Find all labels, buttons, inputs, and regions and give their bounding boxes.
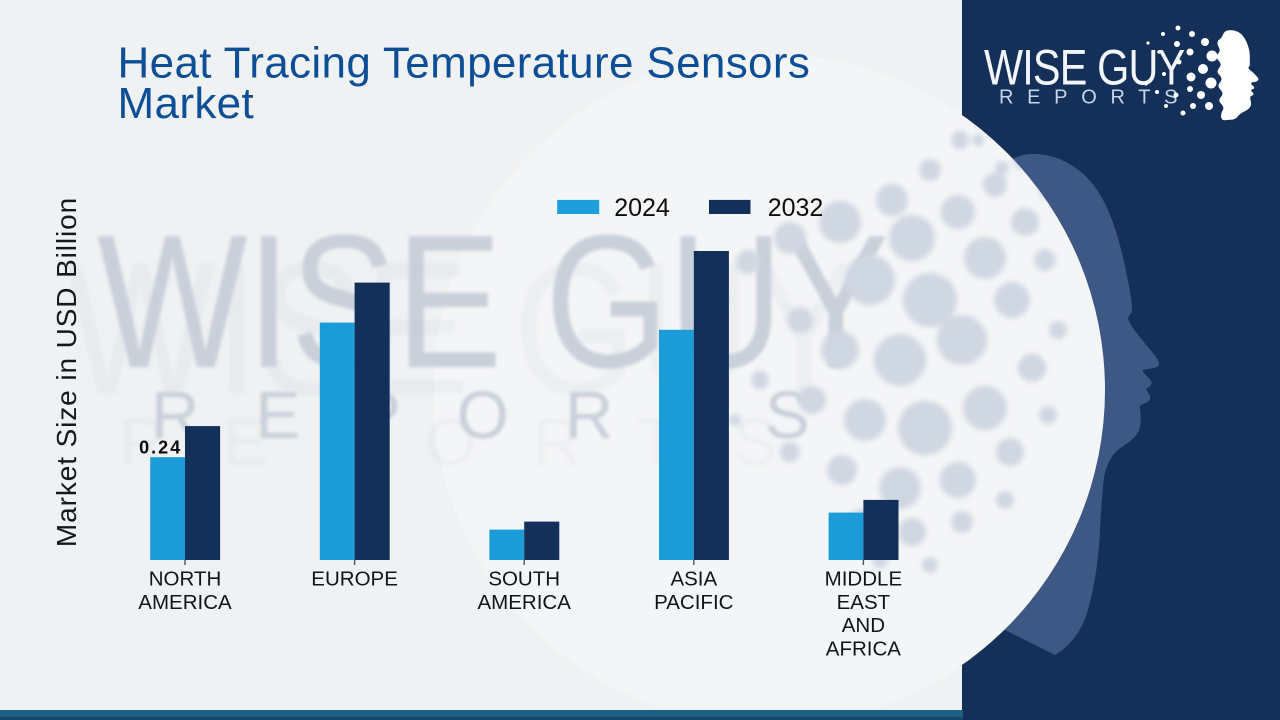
svg-text:ASIA: ASIA <box>670 568 717 591</box>
svg-text:0.24: 0.24 <box>139 438 182 458</box>
svg-text:AMERICA: AMERICA <box>477 591 571 614</box>
svg-text:AND: AND <box>842 614 885 637</box>
svg-text:Heat Tracing Temperature Senso: Heat Tracing Temperature Sensors <box>118 39 811 88</box>
svg-text:EUROPE: EUROPE <box>311 568 398 591</box>
svg-text:NORTH: NORTH <box>149 568 222 591</box>
svg-text:AFRICA: AFRICA <box>826 638 902 661</box>
svg-text:AMERICA: AMERICA <box>138 591 232 614</box>
svg-text:2032: 2032 <box>768 194 824 222</box>
svg-text:Market: Market <box>118 79 255 128</box>
svg-text:Market Size in USD Billion: Market Size in USD Billion <box>51 197 82 547</box>
svg-text:2024: 2024 <box>614 194 670 222</box>
svg-text:WISE GUY: WISE GUY <box>984 39 1185 96</box>
svg-text:WISE GUY: WISE GUY <box>97 196 888 408</box>
svg-text:PACIFIC: PACIFIC <box>654 591 734 614</box>
svg-text:REPORTS: REPORTS <box>151 378 866 453</box>
svg-text:SOUTH: SOUTH <box>488 568 560 591</box>
svg-text:EAST: EAST <box>837 591 891 614</box>
svg-text:REPORTS: REPORTS <box>999 87 1191 109</box>
svg-text:MIDDLE: MIDDLE <box>825 568 902 591</box>
